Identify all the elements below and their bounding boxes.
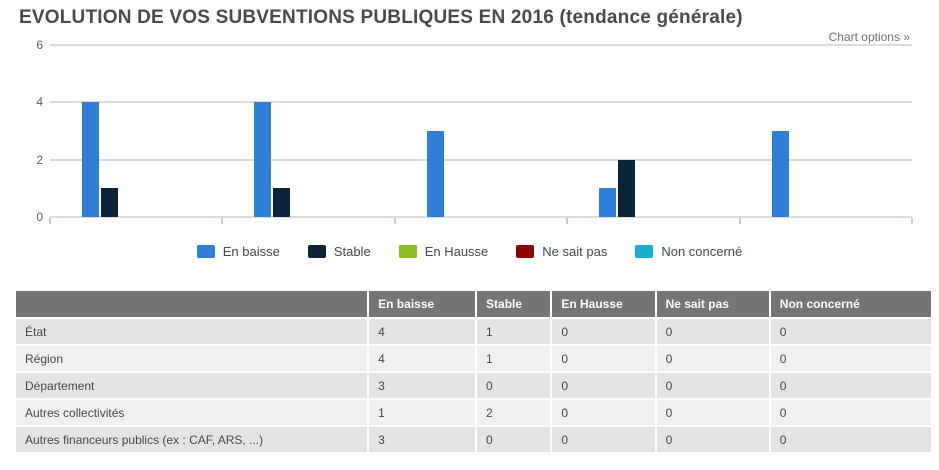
row-label: État (16, 319, 368, 344)
page-title: EVOLUTION DE VOS SUBVENTIONS PUBLIQUES E… (19, 7, 743, 28)
gridline (50, 216, 912, 218)
legend-swatch (635, 244, 654, 258)
x-axis-tick (738, 218, 741, 224)
y-axis-label: 4 (36, 95, 43, 110)
column-header: Non concerné (770, 291, 931, 317)
value-cell: 3 (369, 427, 476, 452)
legend-swatch (307, 244, 326, 258)
row-label: Autres financeurs publics (ex : CAF, ARS… (16, 427, 368, 452)
value-cell: 4 (369, 346, 476, 371)
table-header-row: En baisse Stable En Hausse Ne sait pas Non c… (16, 291, 931, 317)
value-cell: 0 (656, 427, 769, 452)
legend-label: En Hausse (424, 243, 489, 259)
row-label: Autres collectivités (16, 400, 368, 425)
chart-options: Chart options » (828, 30, 910, 45)
value-cell: 1 (477, 346, 551, 371)
column-header: Stable (477, 291, 551, 317)
legend-label: Non concerné (661, 243, 743, 259)
column-header: En baisse (369, 291, 476, 317)
value-cell: 0 (552, 319, 655, 344)
x-axis-tick (911, 218, 913, 224)
legend-item-en-hausse[interactable]: En Hausse (398, 243, 489, 259)
y-axis-label: 0 (36, 210, 43, 224)
legend-label: Stable (333, 243, 371, 259)
value-cell: 0 (552, 427, 655, 452)
bar (618, 159, 636, 217)
bar (82, 102, 99, 217)
value-cell: 0 (552, 373, 655, 398)
y-axis-label: 2 (36, 152, 43, 167)
bar (771, 131, 789, 217)
x-axis-tick (393, 218, 396, 224)
value-cell: 4 (369, 319, 476, 344)
bar (273, 188, 291, 217)
x-axis-tick (221, 218, 224, 224)
chart-options-link[interactable]: Chart options » (828, 30, 910, 45)
value-cell: 3 (369, 373, 476, 398)
bar (101, 188, 118, 217)
legend-label: Ne sait pas (542, 243, 608, 259)
value-cell: 0 (656, 400, 769, 425)
results-table: En baisse Stable En Hausse Ne sait pas Non c… (14, 289, 933, 454)
value-cell: 0 (477, 427, 551, 452)
value-cell: 0 (770, 427, 931, 452)
column-header: En Hausse (552, 291, 655, 317)
legend-swatch (398, 244, 417, 258)
value-cell: 0 (770, 373, 931, 398)
gridline (50, 158, 912, 161)
legend-item-ne-sait-pas[interactable]: Ne sait pas (516, 244, 607, 259)
value-cell: 1 (369, 400, 476, 425)
bar (599, 188, 617, 217)
value-cell: 0 (770, 400, 931, 425)
legend-item-non-concern-[interactable]: Non concerné (635, 244, 742, 259)
table-row: Autres financeurs publics (ex : CAF, ARS… (16, 427, 931, 452)
row-label: Département (16, 373, 368, 398)
value-cell: 0 (552, 400, 655, 425)
column-header (16, 291, 368, 317)
row-label: Région (16, 346, 368, 371)
legend-swatch (196, 244, 215, 258)
value-cell: 0 (552, 346, 655, 371)
gridline (50, 101, 912, 104)
y-axis-label: 6 (36, 38, 43, 52)
bar (426, 131, 444, 217)
value-cell: 0 (477, 373, 551, 398)
legend-item-en-baisse[interactable]: En baisse (196, 243, 280, 259)
table-row: Région 4 1 0 0 0 (16, 346, 931, 371)
gridline (50, 44, 912, 46)
value-cell: 0 (770, 319, 931, 344)
x-axis-tick (566, 218, 569, 224)
bar-chart: 0 2 4 6 (0, 38, 939, 244)
legend-item-stable[interactable]: Stable (307, 243, 371, 259)
value-cell: 1 (477, 319, 551, 344)
column-header: Ne sait pas (656, 291, 769, 317)
table-row: Autres collectivités 1 2 0 0 0 (16, 400, 931, 425)
value-cell: 0 (656, 373, 769, 398)
bar (254, 102, 272, 217)
value-cell: 2 (477, 400, 551, 425)
x-axis-tick (49, 218, 51, 224)
chart-legend: En baisse Stable En Hausse Ne sait pas Non c… (0, 240, 939, 262)
value-cell: 0 (770, 346, 931, 371)
table-row: État 4 1 0 0 0 (16, 319, 931, 344)
table-row: Département 3 0 0 0 0 (16, 373, 931, 398)
value-cell: 0 (656, 346, 769, 371)
value-cell: 0 (656, 319, 769, 344)
legend-swatch (516, 244, 535, 258)
legend-label: En baisse (222, 243, 280, 259)
